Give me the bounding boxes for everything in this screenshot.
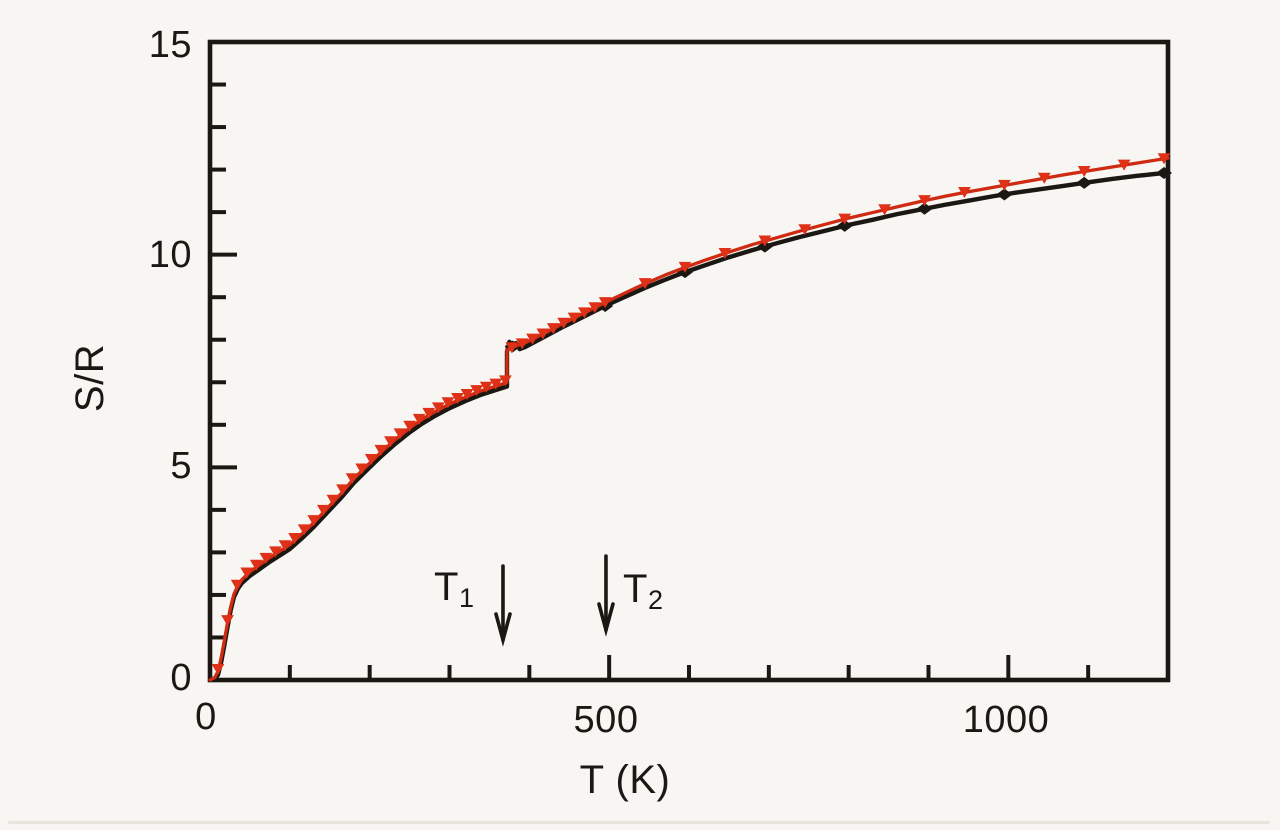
x-tick-label-1000: 1000 <box>962 699 1050 741</box>
y-tick-label-5: 5 <box>170 445 192 487</box>
annotation-t2-text: T <box>623 567 648 611</box>
black-curve <box>207 167 1173 683</box>
axis-frame <box>207 39 1171 683</box>
annotation-t2: T2 <box>623 567 663 622</box>
axis-ticks <box>212 82 1091 678</box>
x-axis-label: T (K) <box>579 758 671 802</box>
red-curve <box>208 153 1171 682</box>
y-tick-label-0: 0 <box>170 657 192 699</box>
t2-arrow-icon <box>597 554 615 637</box>
annotation-t2-subscript: 2 <box>647 585 663 615</box>
y-tick-label-15: 15 <box>148 24 192 66</box>
y-axis-label: S/R <box>68 343 112 413</box>
x-tick-label-500: 500 <box>573 699 639 741</box>
annotation-t1-text: T <box>434 565 459 609</box>
t1-arrow-icon <box>494 564 512 647</box>
annotation-t1: T1 <box>434 565 474 620</box>
page-edge-shadow <box>8 821 1270 824</box>
annotation-t1-subscript: 1 <box>458 583 474 613</box>
y-tick-label-10: 10 <box>148 234 192 276</box>
x-tick-label-0: 0 <box>195 696 217 738</box>
